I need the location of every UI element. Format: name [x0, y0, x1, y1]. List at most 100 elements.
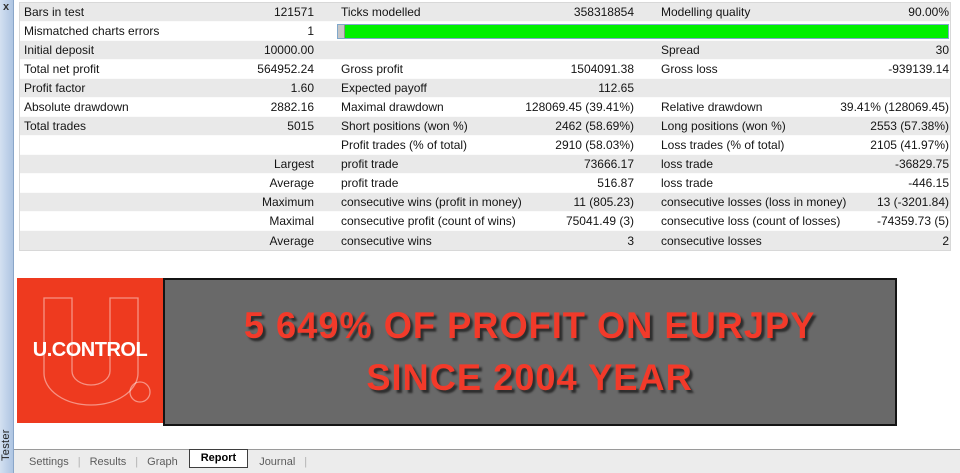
row-label-1: Bars in test: [24, 5, 85, 19]
row-label-3: consecutive losses (loss in money): [661, 195, 847, 209]
tab-separator: |: [304, 455, 308, 468]
modelling-quality-bar: [337, 24, 949, 39]
table-row: Maximum consecutive wins (profit in mone…: [20, 193, 950, 212]
table-cell: Maximal: [24, 214, 314, 228]
row-value-2: 358318854: [573, 5, 634, 19]
table-cell: Absolute drawdown 2882.16: [24, 100, 314, 114]
tab-report[interactable]: Report: [188, 449, 249, 468]
table-cell: Average: [24, 234, 314, 248]
table-cell: loss trade -446.15: [661, 176, 949, 190]
row-value-3: -36829.75: [894, 157, 949, 171]
row-label-1: Total net profit: [24, 62, 100, 76]
row-label-1: Profit factor: [24, 81, 86, 95]
close-icon[interactable]: x: [3, 1, 10, 13]
row-value-1: 564952.24: [257, 62, 314, 76]
table-cell: consecutive wins (profit in money) 11 (8…: [341, 195, 634, 209]
table-cell: consecutive wins 3: [341, 234, 634, 248]
table-cell: consecutive losses (loss in money) 13 (-…: [661, 195, 949, 209]
row-value-2: 2462 (58.69%): [555, 119, 634, 133]
table-cell: Gross loss -939139.14: [661, 62, 949, 76]
modelling-quality-bar-notch: [338, 25, 345, 38]
row-label-3: Long positions (won %): [661, 119, 786, 133]
tab-results[interactable]: Results: [89, 455, 127, 468]
table-row: Average consecutive wins 3 consecutive l…: [20, 231, 950, 250]
row-value-1: Maximal: [269, 214, 314, 228]
tab-separator: |: [77, 455, 81, 468]
row-label-3: Gross loss: [661, 62, 718, 76]
row-label-2: Short positions (won %): [341, 119, 468, 133]
table-cell: Ticks modelled 358318854: [341, 5, 634, 19]
table-cell: Spread 30: [661, 43, 949, 57]
row-value-2: 112.65: [598, 81, 634, 95]
row-value-1: 1.60: [290, 81, 314, 95]
row-value-3: 2: [942, 233, 949, 248]
row-value-3: -446.15: [908, 176, 949, 190]
table-row: Profit factor 1.60 Expected payoff 112.6…: [20, 79, 950, 98]
report-table: Bars in test 121571 Ticks modelled 35831…: [19, 2, 951, 251]
table-cell: Profit factor 1.60: [24, 81, 314, 95]
row-value-2: 2910 (58.03%): [555, 138, 634, 152]
table-cell: Modelling quality 90.00%: [661, 5, 949, 19]
row-label-2: consecutive profit (count of wins): [341, 214, 516, 228]
row-value-3: -74359.73 (5): [876, 214, 949, 228]
table-cell: Average: [24, 176, 314, 190]
table-cell: Bars in test 121571: [24, 5, 314, 19]
row-label-2: Profit trades (% of total): [341, 138, 468, 152]
table-cell: Gross profit 1504091.38: [341, 62, 634, 76]
row-label-2: Gross profit: [341, 62, 404, 76]
table-row: Total trades 5015 Short positions (won %…: [20, 117, 950, 136]
row-label-3: loss trade: [661, 176, 714, 190]
row-label-1: Mismatched charts errors: [24, 24, 160, 38]
row-label-2: consecutive wins (profit in money): [341, 195, 522, 209]
row-value-2: 516.87: [597, 176, 634, 190]
row-value-3: 2105 (41.97%): [870, 138, 949, 152]
tab-graph[interactable]: Graph: [147, 455, 178, 468]
row-label-2: Ticks modelled: [341, 5, 421, 19]
table-row: Largest profit trade 73666.17 loss trade…: [20, 155, 950, 174]
row-value-2: 75041.49 (3): [565, 214, 634, 228]
ucontrol-logo[interactable]: U.CONTROL: [17, 278, 163, 423]
row-label-2: Expected payoff: [341, 81, 427, 95]
table-cell: Initial deposit 10000.00: [24, 43, 314, 57]
row-label-3: consecutive loss (count of losses): [661, 214, 841, 228]
row-value-1: 10000.00: [263, 43, 314, 57]
row-label-1: Absolute drawdown: [24, 100, 129, 114]
table-cell: consecutive profit (count of wins) 75041…: [341, 214, 634, 228]
promo-banner[interactable]: 5 649% OF PROFIT ON EURJPY SINCE 2004 YE…: [163, 278, 897, 426]
tester-panel-title: Tester: [0, 429, 12, 461]
tab-settings[interactable]: Settings: [29, 455, 69, 468]
table-cell: Largest: [24, 157, 314, 171]
tester-panel-strip: x Tester: [0, 0, 14, 473]
table-cell: Loss trades (% of total) 2105 (41.97%): [661, 138, 949, 152]
tab-journal[interactable]: Journal: [259, 455, 296, 468]
table-cell: Total net profit 564952.24: [24, 62, 314, 76]
row-value-3: 30: [935, 43, 949, 57]
table-cell: Short positions (won %) 2462 (58.69%): [341, 119, 634, 133]
logo-wordmark: U.CONTROL: [32, 339, 148, 361]
table-row: Maximal consecutive profit (count of win…: [20, 212, 950, 231]
row-value-3: 39.41% (128069.45): [840, 100, 949, 114]
row-label-2: profit trade: [341, 157, 399, 171]
logo-u-outline-icon: [43, 297, 151, 406]
row-value-1: Average: [269, 176, 314, 190]
table-row: Bars in test 121571 Ticks modelled 35831…: [20, 3, 950, 22]
row-value-3: 13 (-3201.84): [876, 195, 949, 209]
table-cell: Long positions (won %) 2553 (57.38%): [661, 119, 949, 133]
table-row: Mismatched charts errors 1: [20, 22, 950, 41]
table-cell: Profit trades (% of total) 2910 (58.03%): [341, 138, 634, 152]
row-value-2: 11 (805.23): [573, 195, 635, 209]
banner-headline-line1: 5 649% OF PROFIT ON EURJPY: [244, 305, 816, 346]
row-value-1: 121571: [273, 5, 314, 19]
row-label-2: Maximal drawdown: [341, 100, 444, 114]
table-cell: consecutive losses 2: [661, 234, 949, 248]
row-value-1: Maximum: [261, 195, 314, 209]
row-value-1: 5015: [287, 119, 314, 133]
row-value-1: Average: [269, 233, 314, 248]
row-value-2: 1504091.38: [570, 62, 634, 76]
row-label-3: loss trade: [661, 157, 714, 171]
row-value-2: 3: [627, 233, 634, 248]
table-cell: loss trade -36829.75: [661, 157, 949, 171]
table-row: Initial deposit 10000.00 Spread 30: [20, 41, 950, 60]
tab-separator: |: [135, 455, 139, 468]
row-label-3: consecutive losses: [661, 233, 762, 248]
